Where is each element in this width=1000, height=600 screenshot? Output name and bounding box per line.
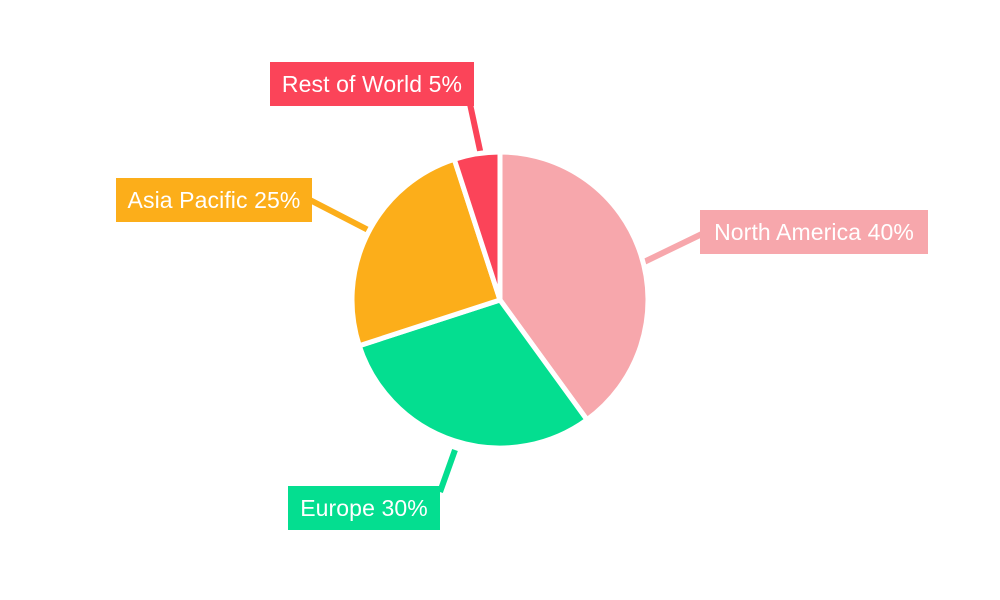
- leader-line-europe: [437, 448, 458, 494]
- slice-label-europe-text: Europe 30%: [300, 494, 428, 521]
- pie-slice-north-america: [497, 149, 651, 423]
- pie-slice-rest-of-world: [451, 149, 503, 303]
- pie-slice-europe: [356, 297, 590, 451]
- leader-line-asia-pacific: [308, 197, 374, 235]
- slice-label-north-america-text: North America 40%: [714, 218, 914, 245]
- slice-label-north-america: North America 40%: [700, 210, 928, 254]
- slice-label-asia-pacific-text: Asia Pacific 25%: [127, 186, 301, 213]
- slice-label-rest-of-world-text: Rest of World 5%: [281, 70, 463, 97]
- pie-wedge-group: [349, 149, 651, 451]
- slice-label-rest-of-world: Rest of World 5%: [270, 62, 474, 106]
- leader-line-north-america: [642, 229, 708, 265]
- slice-label-europe: Europe 30%: [288, 486, 440, 530]
- leader-line-rest-of-world: [467, 103, 484, 156]
- slice-label-asia-pacific: Asia Pacific 25%: [116, 178, 312, 222]
- pie-slice-asia-pacific: [349, 156, 503, 349]
